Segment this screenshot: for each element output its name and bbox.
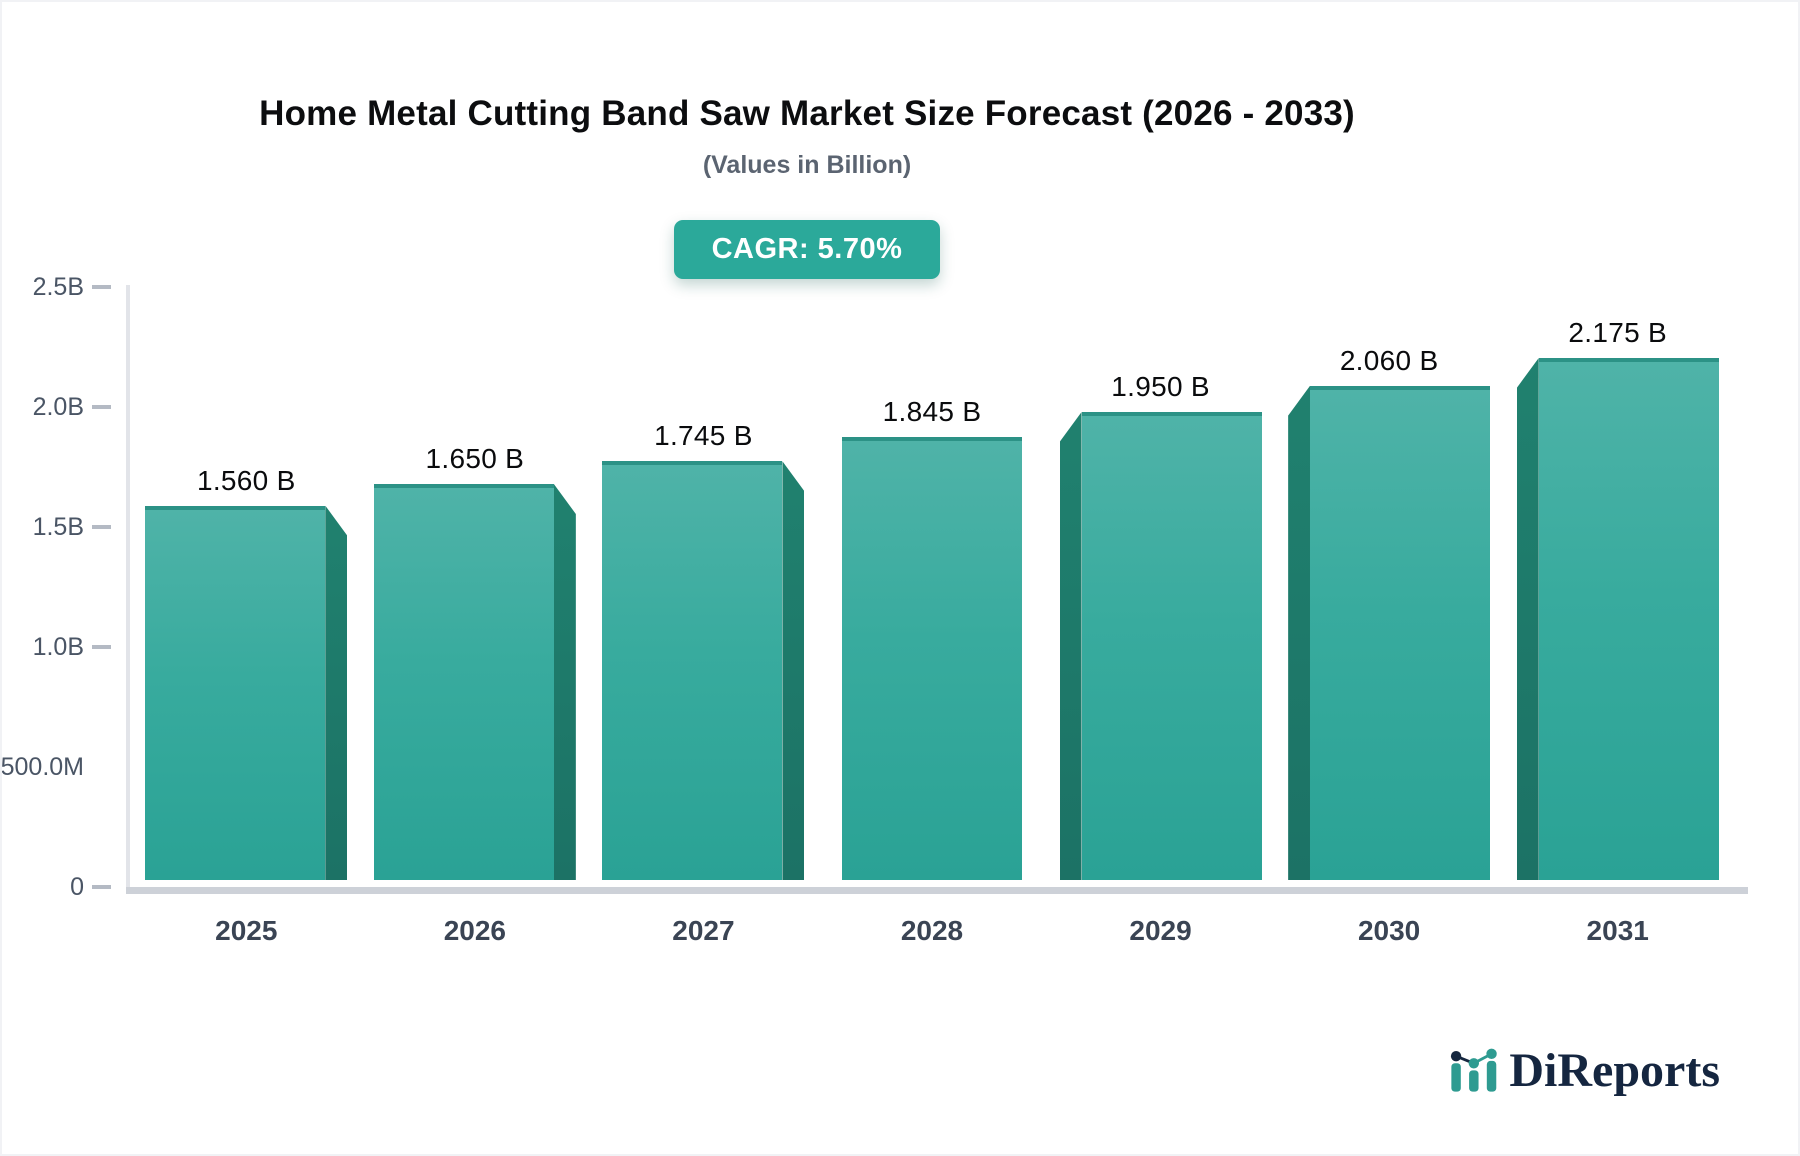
bar-face xyxy=(1310,385,1491,880)
y-tick-mark xyxy=(92,525,111,529)
logo-text: DiReports xyxy=(1509,1044,1720,1098)
y-tick-mark xyxy=(92,405,111,409)
y-tick-mark xyxy=(92,285,111,289)
bar-3d-side xyxy=(782,461,805,880)
bar-3d-side xyxy=(1059,412,1082,880)
cagr-badge: CAGR: 5.70% xyxy=(673,220,941,279)
bar-2029[interactable] xyxy=(1059,412,1262,880)
bar-3d-side xyxy=(325,505,348,880)
x-tick-label: 2031 xyxy=(1586,915,1649,946)
bar-value-label: 1.650 B xyxy=(425,443,525,474)
bar-2031[interactable] xyxy=(1516,358,1719,880)
bar-face xyxy=(1538,358,1719,880)
bar-2030[interactable] xyxy=(1288,385,1491,880)
y-tick-mark xyxy=(92,645,111,649)
x-tick-label: 2026 xyxy=(443,915,506,946)
bar-face xyxy=(1081,412,1262,880)
bar-2025[interactable] xyxy=(145,505,348,880)
bar-chart-trend-icon xyxy=(1451,1048,1498,1092)
direports-logo[interactable]: DiReports xyxy=(1449,1044,1720,1098)
bar-value-label: 1.560 B xyxy=(196,464,296,496)
y-tick-label: 0 xyxy=(70,873,84,901)
bar-chart-plot: 2.5B 2.0B 1.5B 1.0B 500.0M 0 1.560 B 2025 1.650 … xyxy=(2,275,1748,946)
x-tick-label: 2027 xyxy=(672,915,735,946)
bar-3d-side xyxy=(1516,358,1539,880)
bar-face xyxy=(145,505,326,880)
y-tick-label: 1.0B xyxy=(32,633,84,661)
y-tick-label: 1.5B xyxy=(32,513,84,541)
bar-face xyxy=(842,437,1022,880)
bar-2027[interactable] xyxy=(602,461,805,880)
bar-value-label: 2.175 B xyxy=(1568,317,1668,348)
bar-2028[interactable] xyxy=(842,437,1022,880)
x-axis-line xyxy=(126,887,1748,894)
x-tick-label: 2025 xyxy=(215,915,278,946)
y-tick-mark xyxy=(92,885,111,889)
x-tick-label: 2029 xyxy=(1129,915,1192,946)
bar-3d-side xyxy=(1288,385,1311,880)
bar-value-label: 2.060 B xyxy=(1339,344,1439,376)
x-tick-label: 2030 xyxy=(1357,915,1421,946)
y-tick-label: 2.5B xyxy=(32,273,84,301)
bar-face xyxy=(373,484,554,880)
bar-face xyxy=(602,461,783,880)
y-tick-label: 2.0B xyxy=(32,393,84,421)
chart-subtitle: (Values in Billion) xyxy=(702,151,912,179)
chart-title: Home Metal Cutting Band Saw Market Size … xyxy=(259,94,1355,133)
bar-2026[interactable] xyxy=(373,484,576,880)
y-tick-label: 500.0M xyxy=(0,753,84,781)
bar-value-label: 1.745 B xyxy=(654,420,753,452)
bar-value-label: 1.845 B xyxy=(882,396,982,428)
y-axis-line xyxy=(126,285,130,893)
chart-header: Home Metal Cutting Band Saw Market Size … xyxy=(2,94,1612,279)
x-tick-label: 2028 xyxy=(900,915,964,946)
bar-value-label: 1.950 B xyxy=(1111,371,1210,402)
bar-3d-side xyxy=(553,484,576,880)
